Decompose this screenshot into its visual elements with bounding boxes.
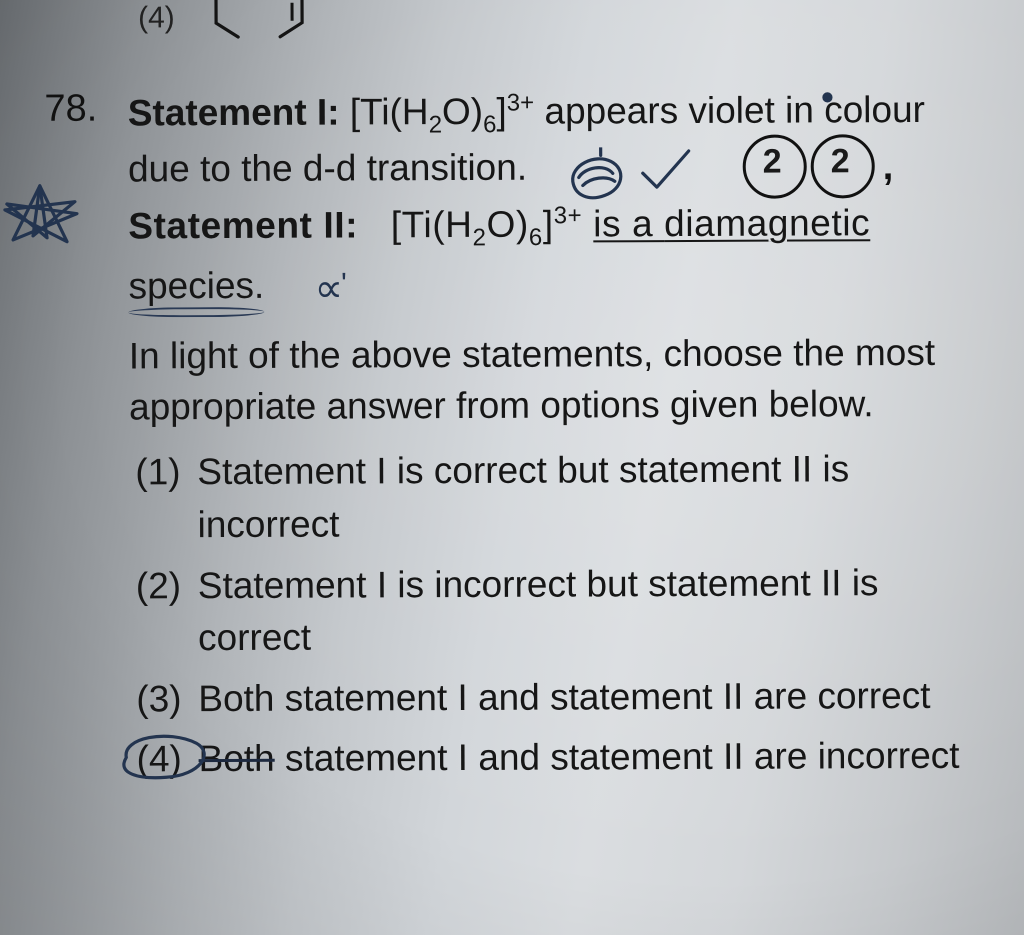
- option-3-number: (3): [136, 673, 198, 726]
- statement-2-mid: is a: [593, 203, 664, 244]
- prev-option-fragment: (4): [138, 1, 175, 35]
- species-word: species.: [128, 260, 264, 312]
- option-3: (3) Both statement I and statement II ar…: [136, 669, 980, 725]
- option-4: (4) Both statement I and statement II ar…: [136, 730, 980, 786]
- statement-2-formula: [Ti(H2O)6]3+: [380, 203, 594, 245]
- option-4-strike: Both: [199, 738, 275, 779]
- alpha-annotation: ∝: [314, 266, 343, 311]
- statement-2-line2: species. ∝': [128, 254, 978, 313]
- statement-2-underlined: diamagnetic: [664, 202, 870, 244]
- option-4-number: (4): [136, 733, 198, 786]
- option-1-number: (1): [135, 447, 197, 552]
- statement-2-label: Statement II:: [128, 204, 358, 246]
- option-2-number: (2): [136, 560, 198, 665]
- statement-1-formula: [Ti(H2O)6]3+: [350, 91, 545, 133]
- option-4-rest: statement I and statement II are incorre…: [275, 735, 960, 779]
- hexagon-fragment-icon: [210, 0, 320, 39]
- option-3-text: Both statement I and statement II are co…: [198, 669, 980, 725]
- option-4-text: Both statement I and statement II are in…: [198, 730, 980, 786]
- question-number: 78.: [44, 88, 97, 131]
- option-1: (1) Statement I is correct but statement…: [135, 443, 979, 552]
- question-block: 78. Statement I: [Ti(H2O)6]3+ appears vi…: [44, 84, 997, 795]
- question-body: Statement I: [Ti(H2O)6]3+ appears violet…: [128, 84, 981, 794]
- option-2: (2) Statement I is incorrect but stateme…: [136, 556, 980, 665]
- statement-1: Statement I: [Ti(H2O)6]3+ appears violet…: [128, 84, 978, 194]
- alpha-tick: ': [341, 268, 347, 301]
- question-intro: In light of the above statements, choose…: [129, 327, 979, 433]
- statement-1-label: Statement I:: [128, 92, 340, 134]
- option-2-text: Statement I is incorrect but statement I…: [198, 556, 980, 664]
- options-list: (1) Statement I is correct but statement…: [135, 443, 980, 786]
- option-1-text: Statement I is correct but statement II …: [197, 443, 979, 551]
- statement-2: Statement II: [Ti(H2O)6]3+ is a diamagne…: [128, 196, 978, 255]
